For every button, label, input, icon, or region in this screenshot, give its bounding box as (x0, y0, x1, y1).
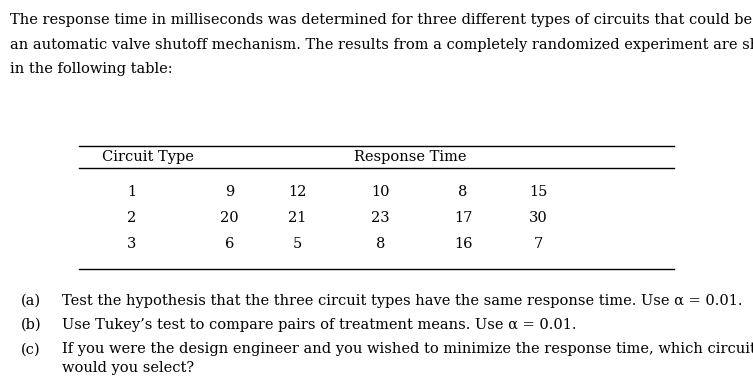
Text: If you were the design engineer and you wished to minimize the response time, wh: If you were the design engineer and you … (62, 342, 753, 356)
Text: 6: 6 (225, 237, 234, 252)
Text: 12: 12 (288, 185, 306, 199)
Text: would you select?: would you select? (62, 361, 194, 375)
Text: 23: 23 (371, 211, 389, 225)
Text: 3: 3 (127, 237, 136, 252)
Text: The response time in milliseconds was determined for three different types of ci: The response time in milliseconds was de… (10, 13, 753, 27)
Text: Use Tukey’s test to compare pairs of treatment means. Use α = 0.01.: Use Tukey’s test to compare pairs of tre… (62, 318, 576, 332)
Text: 9: 9 (225, 185, 234, 199)
Text: 5: 5 (293, 237, 302, 252)
Text: 16: 16 (454, 237, 472, 252)
Text: 1: 1 (127, 185, 136, 199)
Text: Response Time: Response Time (354, 150, 467, 164)
Text: 20: 20 (221, 211, 239, 225)
Text: 8: 8 (376, 237, 385, 252)
Text: 17: 17 (454, 211, 472, 225)
Text: in the following table:: in the following table: (10, 62, 172, 76)
Text: 10: 10 (371, 185, 389, 199)
Text: an automatic valve shutoff mechanism. The results from a completely randomized e: an automatic valve shutoff mechanism. Th… (10, 38, 753, 52)
Text: (a): (a) (21, 294, 41, 308)
Text: 7: 7 (534, 237, 543, 252)
Text: 21: 21 (288, 211, 306, 225)
Text: 8: 8 (459, 185, 468, 199)
Text: 2: 2 (127, 211, 136, 225)
Text: 30: 30 (529, 211, 547, 225)
Text: (c): (c) (21, 342, 41, 356)
Text: (b): (b) (21, 318, 41, 332)
Text: 15: 15 (529, 185, 547, 199)
Text: Circuit Type: Circuit Type (102, 150, 194, 164)
Text: Test the hypothesis that the three circuit types have the same response time. Us: Test the hypothesis that the three circu… (62, 294, 742, 308)
